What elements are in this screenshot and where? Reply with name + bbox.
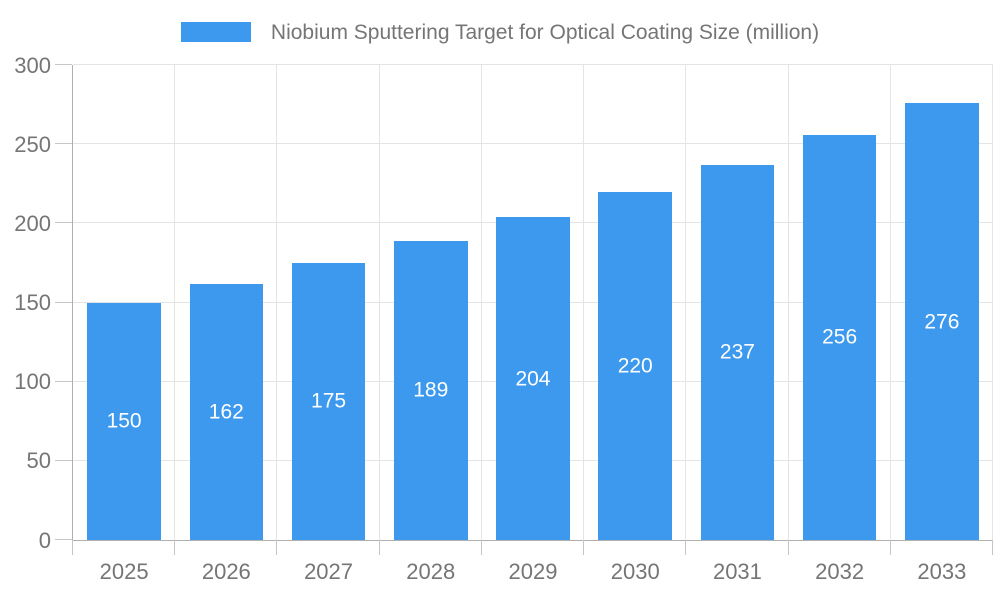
v-gridline bbox=[378, 65, 380, 540]
x-axis-tick-label: 2029 bbox=[508, 559, 558, 584]
x-axis-tick bbox=[685, 540, 687, 555]
y-axis-tick bbox=[55, 539, 72, 540]
y-axis-tick-label: 150 bbox=[14, 290, 51, 315]
y-axis-tick-label: 200 bbox=[14, 210, 51, 236]
v-gridline bbox=[174, 65, 176, 540]
bar[interactable]: 150 bbox=[87, 302, 161, 540]
x-axis-tick-label: 2030 bbox=[610, 559, 660, 584]
bar[interactable]: 237 bbox=[700, 164, 775, 540]
x-axis-tick bbox=[276, 540, 278, 555]
x-axis-tick bbox=[72, 540, 73, 555]
legend: Niobium Sputtering Target for Optical Co… bbox=[0, 16, 1000, 48]
bar-value-label: 256 bbox=[822, 325, 858, 349]
bar-value-label: 276 bbox=[924, 310, 960, 333]
bar[interactable]: 175 bbox=[291, 262, 366, 540]
y-axis-tick bbox=[55, 143, 72, 145]
x-axis-tick bbox=[480, 540, 482, 555]
v-gridline bbox=[685, 65, 687, 540]
h-gridline bbox=[73, 64, 993, 65]
plot-area: 150 162 175 189 204 220 237 256 276 0 50 100 150 200… bbox=[14, 54, 993, 583]
bar[interactable]: 276 bbox=[905, 103, 979, 540]
x-axis-tick-label: 2033 bbox=[917, 559, 967, 584]
y-axis-tick-label: 0 bbox=[38, 527, 51, 553]
v-gridline bbox=[276, 65, 278, 540]
x-axis-tick-label: 2031 bbox=[712, 559, 762, 584]
bar[interactable]: 189 bbox=[393, 240, 468, 540]
x-axis-tick-label: 2032 bbox=[815, 559, 865, 584]
bar[interactable]: 162 bbox=[189, 283, 264, 540]
bar[interactable]: 256 bbox=[802, 134, 877, 540]
bar-value-label: 220 bbox=[617, 354, 653, 378]
h-gridline bbox=[73, 143, 993, 145]
bar-value-label: 162 bbox=[208, 400, 244, 424]
y-axis-tick-label: 300 bbox=[14, 52, 51, 78]
v-gridline bbox=[480, 65, 482, 540]
x-axis-tick bbox=[992, 540, 993, 555]
x-axis-tick-label: 2027 bbox=[304, 559, 354, 584]
y-axis-tick bbox=[55, 380, 72, 382]
x-axis-line bbox=[72, 540, 993, 541]
x-axis-tick bbox=[787, 540, 789, 555]
v-gridline bbox=[992, 65, 993, 540]
x-axis-tick-label: 2025 bbox=[99, 559, 149, 584]
legend-item[interactable]: Niobium Sputtering Target for Optical Co… bbox=[180, 20, 820, 44]
bar-value-label: 150 bbox=[106, 409, 142, 433]
bar-value-label: 204 bbox=[515, 367, 551, 390]
bar-value-label: 237 bbox=[719, 340, 755, 364]
y-axis-tick bbox=[55, 64, 72, 65]
y-axis-tick bbox=[55, 222, 72, 224]
legend-swatch bbox=[180, 22, 251, 42]
x-axis-tick bbox=[889, 540, 891, 555]
bar-value-label: 189 bbox=[413, 378, 449, 402]
y-axis-tick bbox=[55, 459, 72, 461]
y-axis-tick bbox=[55, 301, 72, 303]
bar[interactable]: 204 bbox=[496, 217, 570, 540]
x-axis-tick-label: 2026 bbox=[201, 559, 251, 584]
x-axis-tick bbox=[583, 540, 585, 555]
v-gridline bbox=[889, 65, 891, 540]
bar-value-label: 175 bbox=[311, 389, 347, 413]
y-axis-tick-label: 50 bbox=[26, 448, 51, 474]
v-gridline bbox=[787, 65, 789, 540]
y-axis-tick-label: 100 bbox=[14, 369, 51, 395]
x-axis-tick-label: 2028 bbox=[406, 559, 456, 584]
x-axis-tick bbox=[174, 540, 176, 555]
legend-label: Niobium Sputtering Target for Optical Co… bbox=[270, 20, 820, 44]
bar[interactable]: 220 bbox=[598, 191, 673, 540]
y-axis-line bbox=[72, 65, 73, 540]
x-axis-tick bbox=[378, 540, 380, 555]
y-axis-tick-label: 250 bbox=[14, 131, 51, 157]
v-gridline bbox=[583, 65, 585, 540]
